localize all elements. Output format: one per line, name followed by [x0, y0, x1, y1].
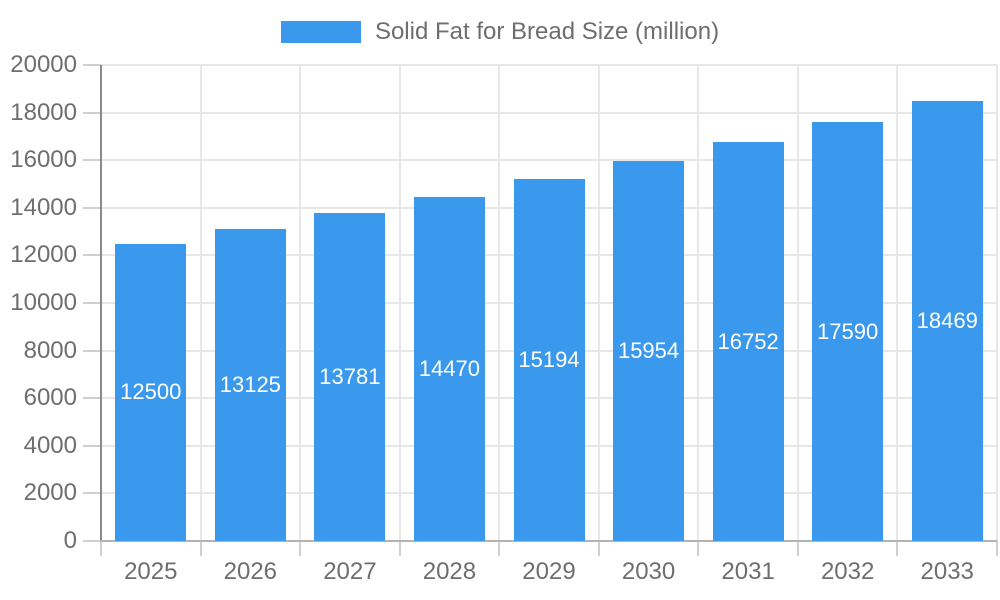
- x-tick-label: 2032: [820, 558, 875, 585]
- y-tick-label: 8000: [23, 336, 77, 364]
- x-tick-label: 2030: [621, 558, 676, 585]
- v-gridline: [896, 65, 899, 541]
- legend-item[interactable]: Solid Fat for Bread Size (million): [0, 13, 1000, 51]
- y-axis-tick: [83, 254, 101, 257]
- bar[interactable]: 14470: [413, 196, 485, 541]
- bar[interactable]: 16752: [712, 142, 784, 541]
- y-tick-label: 10000: [10, 289, 77, 316]
- v-gridline: [498, 65, 501, 541]
- y-tick-label: 4000: [23, 431, 77, 459]
- y-axis-tick: [83, 302, 101, 304]
- legend-swatch: [280, 21, 361, 43]
- bar-value-label: 14470: [418, 355, 481, 381]
- bar-value-label: 16752: [717, 328, 779, 354]
- x-tick-label: 2027: [323, 558, 377, 585]
- y-axis-tick: [83, 111, 101, 114]
- v-gridline: [299, 65, 302, 541]
- bar[interactable]: 13125: [214, 228, 286, 541]
- y-tick-label: 16000: [10, 146, 77, 174]
- x-tick-label: 2031: [721, 558, 775, 585]
- x-axis-tick: [498, 541, 501, 556]
- bar-value-label: 13125: [219, 371, 281, 397]
- h-gridline: [101, 111, 997, 114]
- y-axis-tick: [83, 349, 101, 352]
- bar-value-label: 18469: [916, 308, 978, 334]
- x-tick-label: 2028: [422, 558, 477, 585]
- legend-label: Solid Fat for Bread Size (million): [374, 18, 720, 45]
- bar-value-label: 15194: [518, 347, 580, 373]
- bar-value-label: 13781: [319, 363, 381, 389]
- y-axis-tick: [83, 397, 101, 400]
- x-axis-tick: [996, 541, 998, 556]
- x-axis-tick: [100, 541, 102, 556]
- bar-value-label: 12500: [120, 379, 182, 405]
- y-tick-label: 12000: [10, 241, 77, 269]
- bar[interactable]: 15954: [613, 161, 685, 541]
- y-axis-tick: [83, 64, 101, 66]
- v-gridline: [996, 65, 998, 541]
- y-axis-line: [100, 65, 102, 541]
- y-tick-label: 6000: [23, 384, 77, 412]
- y-axis-tick: [83, 444, 101, 447]
- y-tick-label: 20000: [10, 51, 77, 78]
- y-axis-tick: [83, 159, 101, 162]
- bar[interactable]: 17590: [812, 122, 884, 541]
- bar[interactable]: 13781: [314, 213, 386, 541]
- x-tick-label: 2025: [124, 558, 178, 585]
- bar[interactable]: 15194: [513, 179, 585, 541]
- y-axis-tick: [83, 206, 101, 209]
- x-axis-tick: [398, 541, 401, 556]
- y-tick-label: 14000: [10, 193, 77, 221]
- v-gridline: [398, 65, 401, 541]
- bar-value-label: 15954: [617, 338, 680, 364]
- x-axis-tick: [697, 541, 700, 556]
- x-axis-line: [100, 540, 997, 542]
- x-axis-tick: [896, 541, 899, 556]
- bar[interactable]: 18469: [911, 101, 983, 541]
- bar[interactable]: 12500: [115, 243, 187, 541]
- y-tick-label: 18000: [10, 98, 77, 126]
- bar-value-label: 17590: [817, 318, 879, 344]
- v-gridline: [697, 65, 700, 541]
- v-gridline: [796, 65, 799, 541]
- y-tick-label: 0: [63, 527, 77, 554]
- v-gridline: [597, 65, 600, 541]
- h-gridline: [101, 64, 997, 66]
- h-gridline: [101, 159, 997, 162]
- x-tick-label: 2026: [223, 558, 278, 585]
- x-axis-tick: [597, 541, 600, 556]
- x-tick-label: 2029: [522, 558, 576, 585]
- v-gridline: [199, 65, 202, 541]
- y-tick-label: 2000: [23, 479, 77, 507]
- x-tick-label: 2033: [920, 558, 974, 585]
- x-axis-tick: [199, 541, 202, 556]
- y-axis-tick: [83, 540, 101, 542]
- x-axis-tick: [796, 541, 799, 556]
- y-axis-tick: [83, 492, 101, 495]
- x-axis-tick: [299, 541, 302, 556]
